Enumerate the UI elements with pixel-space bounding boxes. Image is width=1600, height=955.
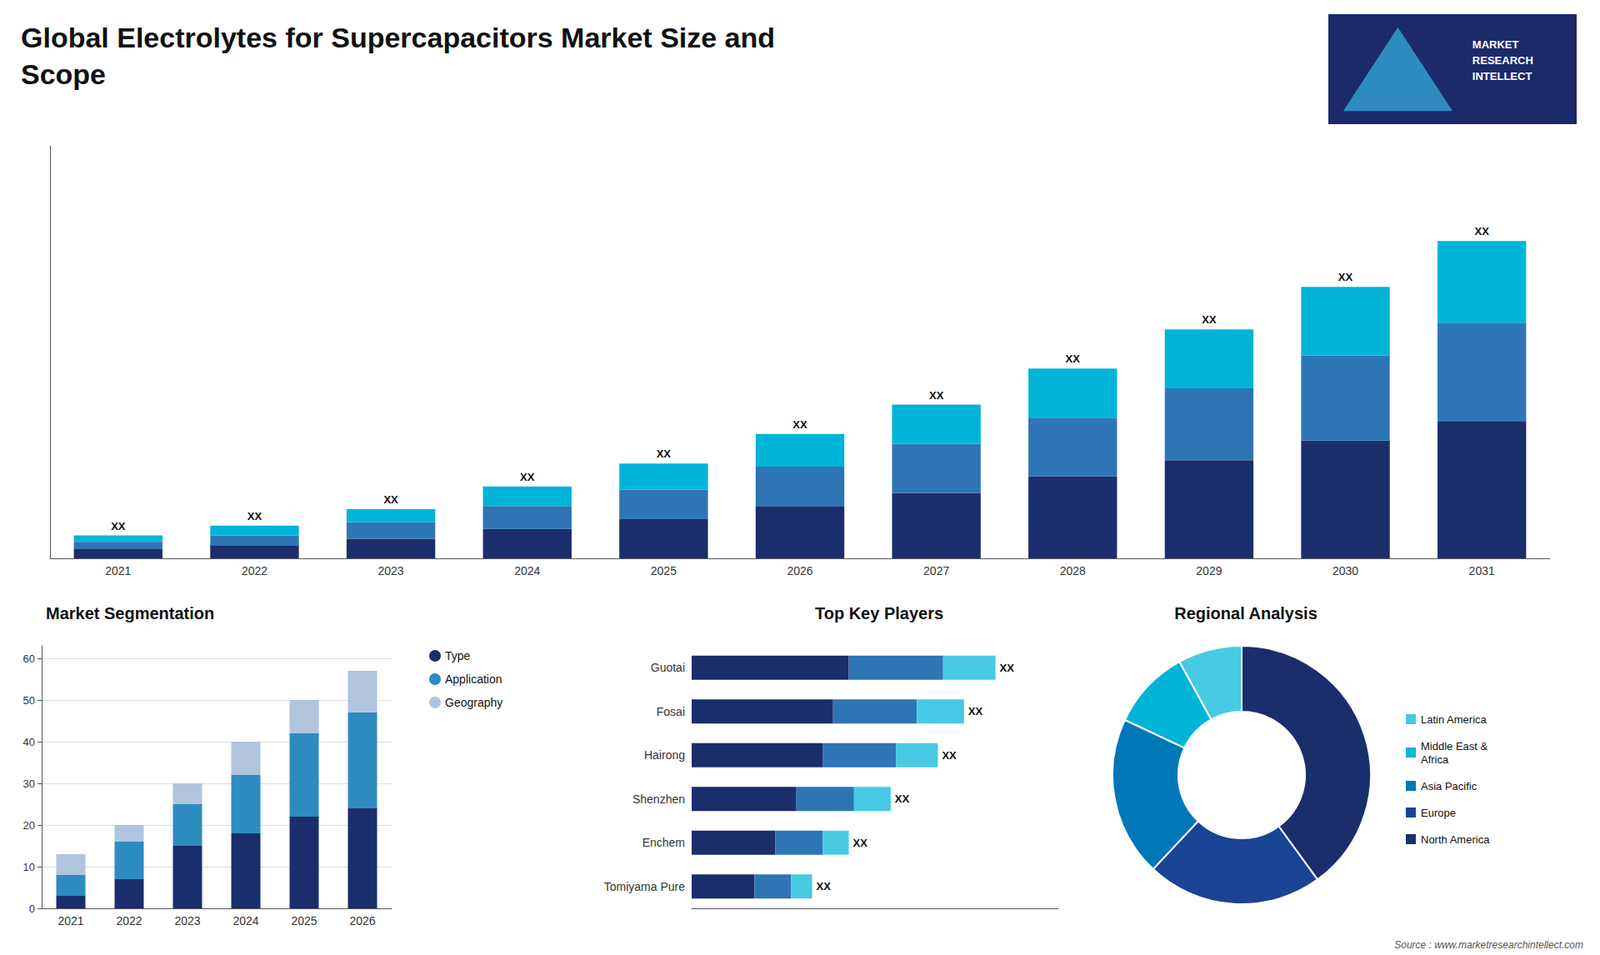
svg-text:10: 10: [23, 860, 35, 874]
svg-text:2023: 2023: [174, 914, 200, 928]
svg-text:2021: 2021: [105, 564, 131, 578]
svg-text:XX: XX: [1475, 225, 1490, 238]
svg-text:Geography: Geography: [445, 695, 503, 710]
svg-text:XX: XX: [853, 836, 869, 850]
svg-text:XX: XX: [110, 520, 126, 533]
svg-text:Market Segmentation: Market Segmentation: [45, 604, 215, 623]
svg-text:2022: 2022: [241, 564, 268, 578]
svg-text:2028: 2028: [1060, 564, 1086, 578]
svg-text:Latin America: Latin America: [1420, 713, 1488, 726]
svg-text:Europe: Europe: [1420, 806, 1456, 820]
svg-text:XX: XX: [247, 510, 263, 523]
svg-text:2025: 2025: [650, 564, 677, 578]
svg-text:2026: 2026: [786, 564, 813, 578]
svg-text:XX: XX: [383, 493, 399, 506]
svg-text:50: 50: [23, 694, 35, 707]
svg-text:Fosai: Fosai: [656, 705, 685, 719]
svg-text:XX: XX: [1000, 661, 1015, 675]
svg-text:Africa: Africa: [1420, 753, 1450, 766]
svg-text:Middle East &: Middle East &: [1420, 740, 1489, 753]
svg-text:2027: 2027: [923, 564, 950, 578]
svg-text:Guotai: Guotai: [650, 660, 685, 675]
svg-text:XX: XX: [929, 389, 945, 402]
svg-text:INTELLECT: INTELLECT: [1472, 70, 1533, 83]
svg-text:XX: XX: [895, 792, 910, 805]
svg-text:Scope: Scope: [20, 58, 106, 90]
svg-text:40: 40: [23, 735, 35, 749]
svg-text:Enchem: Enchem: [642, 835, 685, 850]
svg-text:XX: XX: [1201, 313, 1217, 326]
svg-text:XX: XX: [968, 705, 984, 718]
svg-text:North America: North America: [1420, 833, 1490, 846]
svg-text:20: 20: [23, 819, 35, 832]
svg-text:Regional Analysis: Regional Analysis: [1174, 604, 1318, 623]
svg-text:XX: XX: [520, 470, 535, 484]
svg-text:XX: XX: [1065, 352, 1081, 365]
svg-text:XX: XX: [792, 418, 808, 431]
svg-text:MARKET: MARKET: [1472, 38, 1520, 51]
svg-text:Global Electrolytes for Superc: Global Electrolytes for Supercapacitors …: [20, 21, 775, 54]
svg-text:2023: 2023: [378, 564, 405, 578]
svg-text:30: 30: [23, 777, 35, 790]
svg-text:Source : www.marketresearchint: Source : www.marketresearchintellect.com: [1394, 939, 1584, 951]
svg-text:Application: Application: [445, 672, 503, 686]
svg-text:2026: 2026: [349, 914, 375, 928]
svg-text:0: 0: [29, 902, 35, 915]
svg-text:Tomiyama Pure: Tomiyama Pure: [604, 880, 685, 894]
svg-text:60: 60: [23, 652, 35, 665]
svg-text:2030: 2030: [1332, 564, 1359, 578]
svg-text:2025: 2025: [290, 914, 317, 928]
svg-text:2031: 2031: [1469, 564, 1495, 578]
svg-text:2021: 2021: [57, 914, 84, 928]
svg-text:XX: XX: [1338, 270, 1354, 284]
svg-text:XX: XX: [816, 880, 832, 893]
svg-text:2024: 2024: [232, 914, 259, 928]
svg-text:Shenzhen: Shenzhen: [632, 792, 685, 806]
svg-text:Type: Type: [445, 649, 471, 663]
svg-text:Hairong: Hairong: [644, 748, 685, 762]
svg-text:Top Key Players: Top Key Players: [815, 604, 944, 623]
svg-text:RESEARCH: RESEARCH: [1472, 54, 1534, 67]
svg-text:Asia Pacific: Asia Pacific: [1420, 780, 1478, 793]
svg-text:XX: XX: [941, 749, 957, 762]
svg-text:2029: 2029: [1195, 564, 1222, 578]
svg-text:2024: 2024: [514, 564, 540, 578]
svg-text:2022: 2022: [115, 914, 142, 928]
svg-text:XX: XX: [656, 447, 672, 460]
